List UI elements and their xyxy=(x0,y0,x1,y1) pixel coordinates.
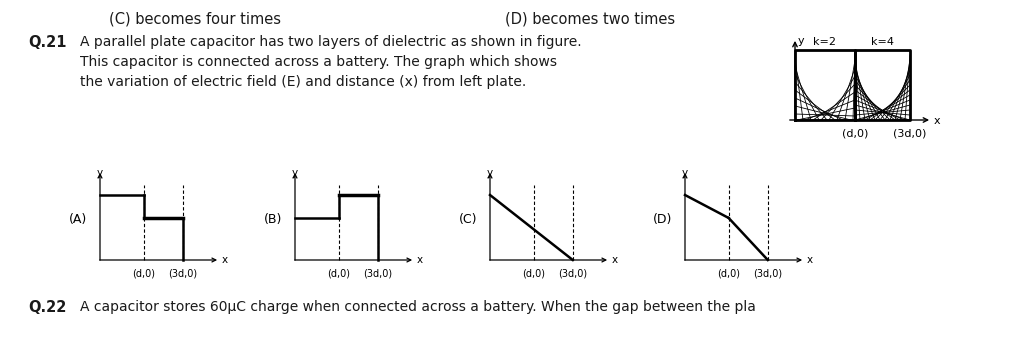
Text: y: y xyxy=(682,168,688,178)
Text: (D) becomes two times: (D) becomes two times xyxy=(505,12,675,27)
Text: x: x xyxy=(807,255,813,265)
Text: the variation of electric field (E) and distance (x) from left plate.: the variation of electric field (E) and … xyxy=(80,75,526,89)
Text: y: y xyxy=(798,36,805,46)
Text: (B): (B) xyxy=(264,214,283,226)
Text: A capacitor stores 60μC charge when connected across a battery. When the gap bet: A capacitor stores 60μC charge when conn… xyxy=(80,300,756,314)
Text: (d,0): (d,0) xyxy=(717,268,740,278)
Text: (3d,0): (3d,0) xyxy=(893,128,927,138)
Text: (3d,0): (3d,0) xyxy=(558,268,588,278)
Text: A parallel plate capacitor has two layers of dielectric as shown in figure.: A parallel plate capacitor has two layer… xyxy=(80,35,582,49)
Text: (d,0): (d,0) xyxy=(842,128,868,138)
Text: y: y xyxy=(292,168,298,178)
Text: (C): (C) xyxy=(459,214,477,226)
Text: (3d,0): (3d,0) xyxy=(754,268,782,278)
Text: Q.22: Q.22 xyxy=(28,300,67,315)
Text: (d,0): (d,0) xyxy=(522,268,545,278)
Text: (d,0): (d,0) xyxy=(328,268,350,278)
Text: (3d,0): (3d,0) xyxy=(168,268,198,278)
Text: y: y xyxy=(97,168,103,178)
Text: x: x xyxy=(934,116,941,126)
Text: x: x xyxy=(612,255,618,265)
Text: x: x xyxy=(222,255,228,265)
Text: This capacitor is connected across a battery. The graph which shows: This capacitor is connected across a bat… xyxy=(80,55,557,69)
Text: k=2: k=2 xyxy=(813,37,837,47)
Text: y: y xyxy=(487,168,494,178)
Text: (d,0): (d,0) xyxy=(132,268,156,278)
Text: (D): (D) xyxy=(653,214,673,226)
Text: k=4: k=4 xyxy=(871,37,894,47)
Text: Q.21: Q.21 xyxy=(28,35,67,50)
Text: (C) becomes four times: (C) becomes four times xyxy=(109,12,281,27)
Text: x: x xyxy=(417,255,423,265)
Text: (3d,0): (3d,0) xyxy=(364,268,392,278)
Text: (A): (A) xyxy=(69,214,87,226)
